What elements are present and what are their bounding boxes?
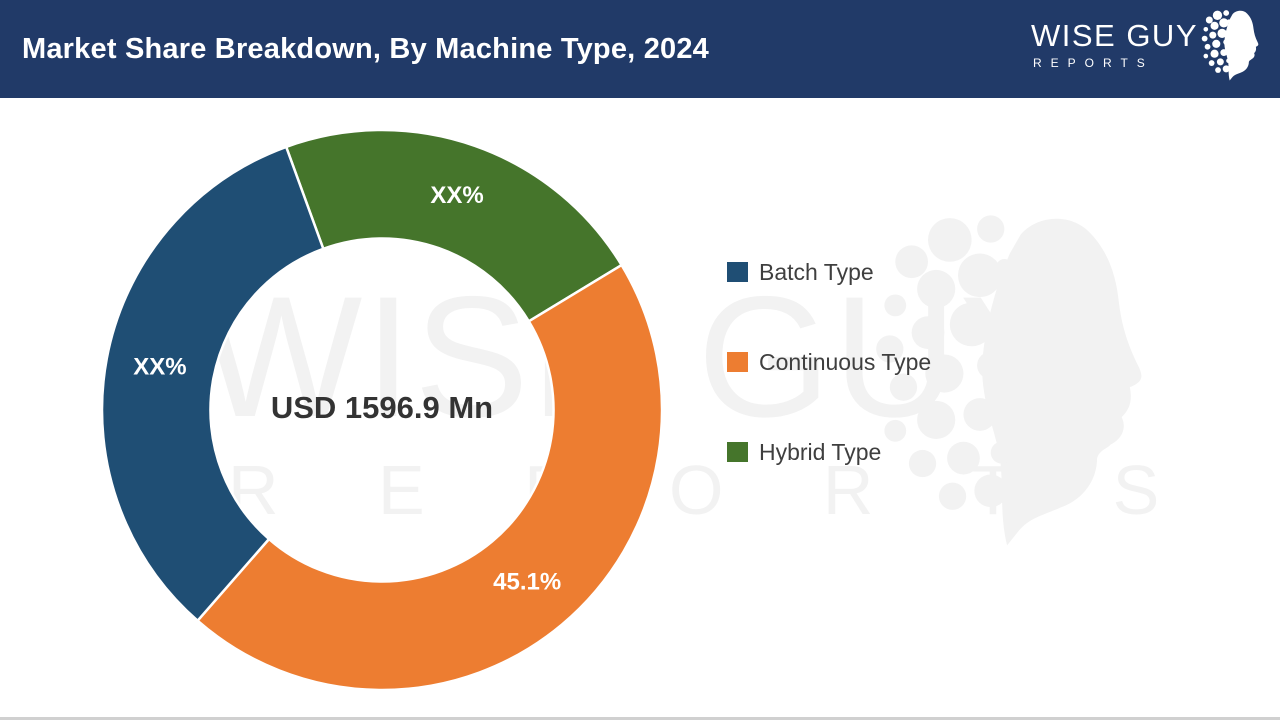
slice-label-batch-type: XX%: [133, 354, 186, 381]
chart-area: WISE GUY R E P O R T S XX% 45.1% XX% US: [0, 98, 1280, 717]
logo-face-icon: [1201, 10, 1259, 81]
slice-batch-type: [100, 145, 325, 622]
slice-continuous-type: [196, 263, 664, 692]
legend: Batch Type Continuous Type Hybrid Type: [727, 258, 931, 466]
donut-chart: XX% 45.1% XX%: [100, 128, 664, 692]
legend-swatch-batch-type: [727, 262, 748, 282]
legend-item-continuous-type: Continuous Type: [727, 348, 931, 376]
legend-label-hybrid-type: Hybrid Type: [759, 439, 882, 465]
donut-center-label: USD 1596.9 Mn: [270, 390, 494, 425]
logo-wordmark: WISE GUY: [1030, 18, 1198, 54]
legend-swatch-continuous-type: [727, 352, 748, 372]
legend-label-batch-type: Batch Type: [759, 259, 874, 285]
page-title: Market Share Breakdown, By Machine Type,…: [22, 32, 710, 65]
legend-item-batch-type: Batch Type: [727, 258, 931, 286]
slice-label-hybrid-type: XX%: [430, 182, 483, 209]
legend-label-continuous-type: Continuous Type: [759, 349, 932, 375]
logo-text: WISE GUY REPORTS: [1031, 20, 1198, 70]
legend-swatch-hybrid-type: [727, 442, 748, 462]
wiseguy-logo: WISE GUY REPORTS: [1031, 6, 1264, 84]
bottom-divider: [0, 717, 1280, 720]
header: Market Share Breakdown, By Machine Type,…: [0, 0, 1280, 98]
slice-label-continuous-type: 45.1%: [493, 569, 561, 596]
legend-item-hybrid-type: Hybrid Type: [727, 438, 931, 466]
slice-hybrid-type: [284, 128, 623, 323]
watermark-face-icon: [876, 215, 1142, 546]
logo-subtext: REPORTS: [1032, 55, 1154, 70]
